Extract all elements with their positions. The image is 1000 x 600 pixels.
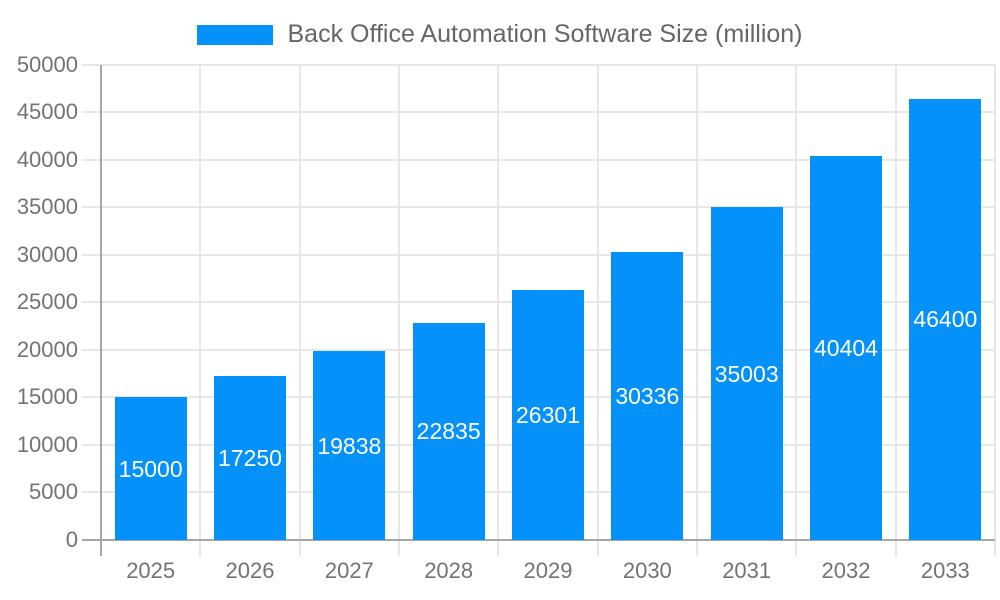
bar-2027[interactable]	[313, 351, 386, 540]
y-axis-tick	[82, 443, 101, 446]
bar-value-label: 22835	[416, 418, 481, 445]
x-axis-tick	[398, 540, 400, 556]
bar-2030[interactable]	[611, 251, 684, 540]
y-axis-tick-label: 30000	[16, 241, 78, 267]
legend-label: Back Office Automation Software Size (mi…	[287, 20, 803, 48]
gridline-vertical	[894, 64, 897, 540]
x-axis-tick	[596, 540, 599, 556]
x-axis-line	[101, 539, 995, 541]
y-axis-tick	[82, 253, 101, 256]
x-axis-tick-label: 2028	[424, 558, 474, 583]
y-axis-tick	[82, 491, 101, 494]
y-axis-tick	[82, 63, 101, 66]
y-axis-tick	[82, 348, 101, 351]
y-axis-tick-label: 50000	[16, 51, 78, 77]
gridline-horizontal	[101, 253, 995, 256]
legend-swatch-icon	[197, 24, 274, 45]
x-axis-tick-label: 2029	[523, 558, 573, 583]
bar-value-label: 40404	[814, 334, 878, 361]
bar-value-label: 35003	[714, 360, 779, 387]
y-axis-tick-label: 25000	[16, 289, 78, 315]
gridline-vertical	[596, 64, 599, 540]
y-axis-tick-label: 15000	[16, 384, 78, 410]
y-axis-tick-label: 40000	[16, 146, 78, 172]
x-axis-tick-label: 2026	[225, 558, 275, 583]
gridline-vertical	[398, 64, 400, 540]
y-axis-tick-label: 0	[65, 527, 78, 552]
y-axis-tick	[82, 111, 101, 114]
bar-value-label: 15000	[118, 455, 183, 482]
y-axis-tick	[82, 396, 101, 399]
bar-2028[interactable]	[412, 322, 485, 540]
y-axis-tick	[82, 158, 101, 161]
bar-value-label: 17250	[218, 444, 282, 471]
y-axis-tick-label: 20000	[16, 336, 78, 362]
gridline-vertical	[994, 64, 996, 540]
x-axis-tick-label: 2025	[126, 558, 176, 583]
gridline-horizontal	[101, 158, 995, 161]
legend[interactable]: Back Office Automation Software Size (mi…	[0, 20, 1000, 49]
gridline-horizontal	[101, 63, 995, 66]
y-axis-tick-label: 10000	[16, 431, 78, 457]
bar-value-label: 30336	[615, 382, 680, 409]
x-axis-tick-label: 2033	[920, 558, 970, 583]
y-axis-line	[100, 64, 102, 556]
x-axis-tick	[497, 540, 500, 556]
bar-2025[interactable]	[114, 397, 187, 540]
y-axis-tick-label: 35000	[16, 194, 78, 220]
gridline-vertical	[199, 64, 202, 540]
gridline-vertical	[298, 64, 301, 540]
x-axis-tick	[994, 540, 996, 556]
y-axis-tick	[82, 206, 101, 209]
gridline-vertical	[696, 64, 698, 540]
bar-2033[interactable]	[909, 98, 982, 540]
bar-2026[interactable]	[214, 375, 286, 540]
x-axis-tick-label: 2027	[324, 558, 374, 583]
x-axis-tick	[298, 540, 301, 556]
x-axis-tick-label: 2030	[622, 558, 672, 583]
x-axis-tick	[199, 540, 202, 556]
gridline-vertical	[497, 64, 500, 540]
gridline-horizontal	[101, 111, 995, 114]
x-axis-tick	[696, 540, 698, 556]
gridline-vertical	[795, 64, 798, 540]
bar-value-label: 46400	[913, 306, 978, 333]
bar-2031[interactable]	[710, 207, 783, 540]
x-axis-tick	[795, 540, 798, 556]
gridline-horizontal	[101, 206, 995, 209]
x-axis-tick-label: 2031	[722, 558, 772, 583]
bar-value-label: 26301	[516, 401, 580, 428]
y-axis-tick	[82, 301, 101, 304]
bar-value-label: 19838	[317, 432, 382, 459]
y-axis-tick-label: 5000	[29, 479, 78, 505]
y-axis-tick	[82, 539, 101, 541]
x-axis-tick-label: 2032	[821, 558, 871, 583]
bar-2029[interactable]	[512, 289, 584, 540]
x-axis-tick	[894, 540, 897, 556]
bar-2032[interactable]	[810, 155, 882, 540]
y-axis-tick-label: 45000	[16, 99, 78, 125]
